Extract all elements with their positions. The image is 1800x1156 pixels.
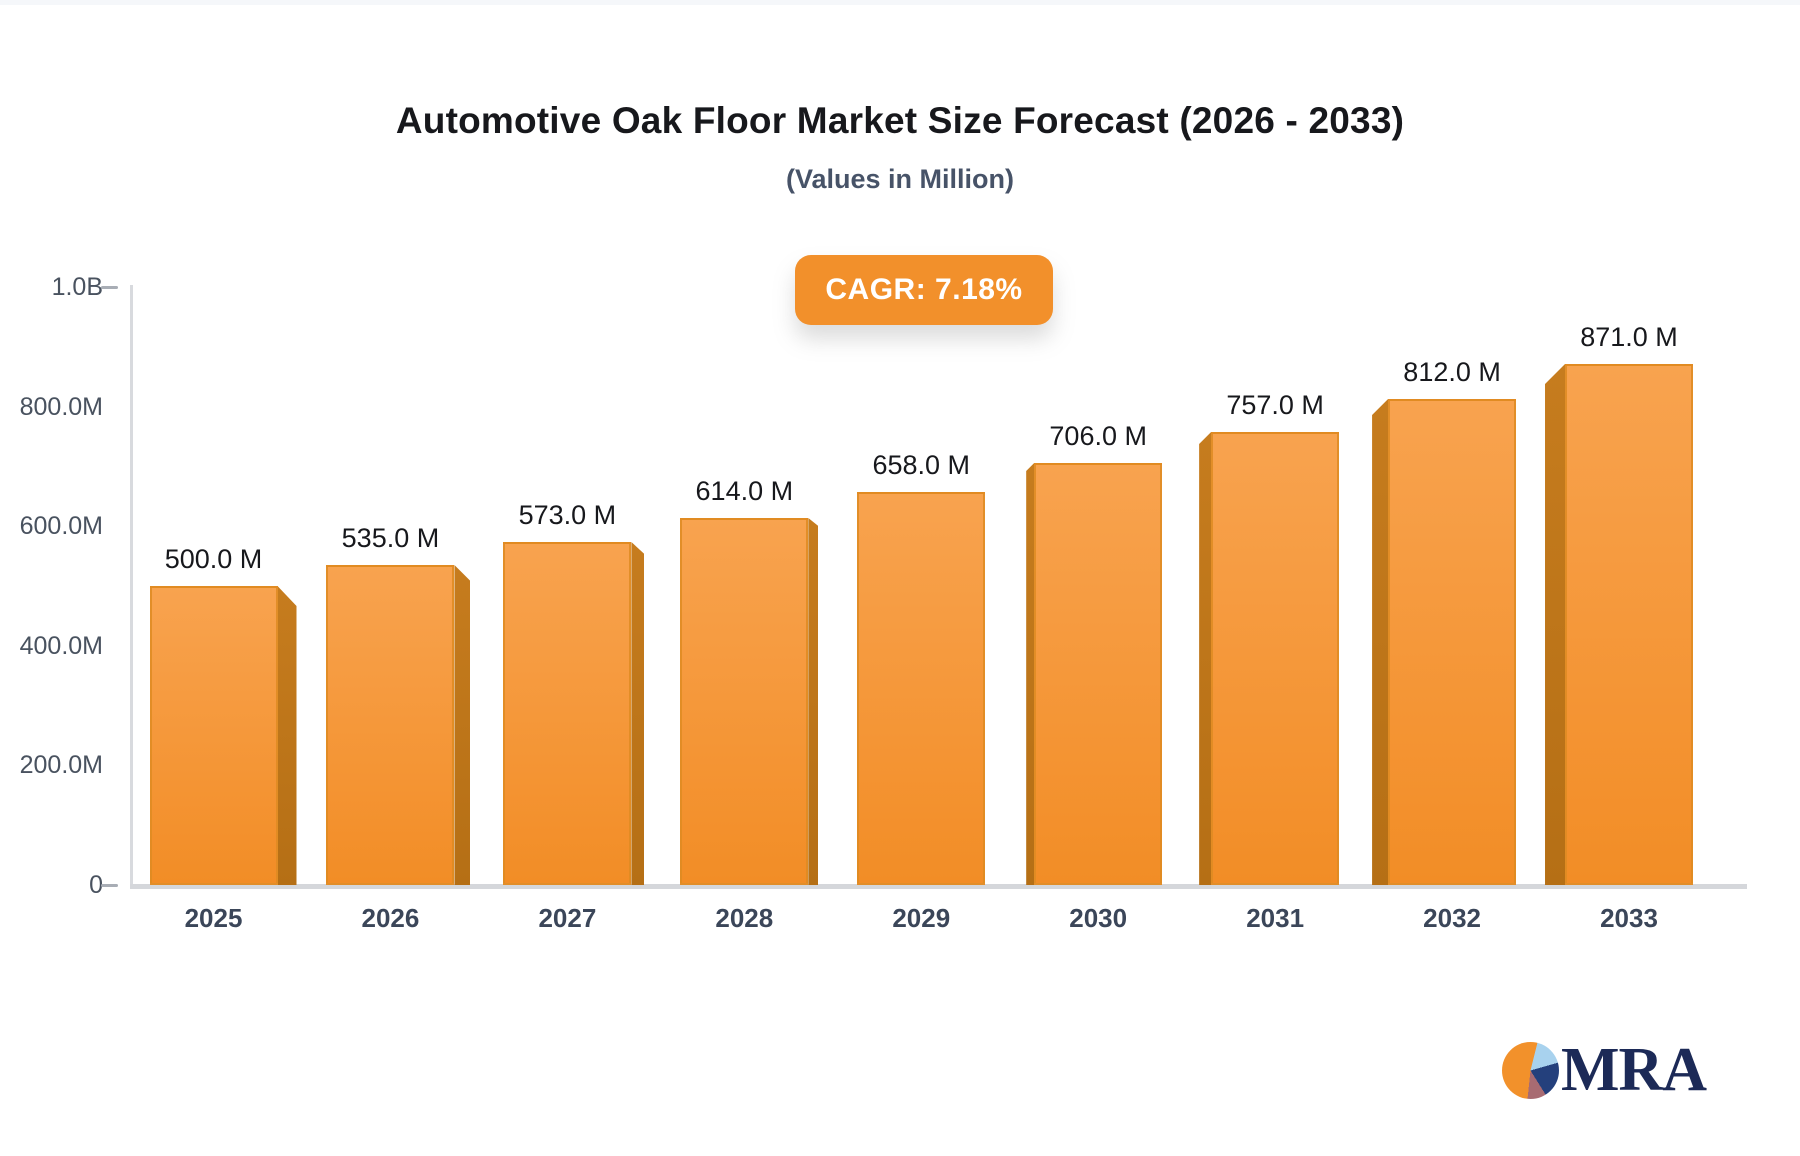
cagr-badge: CAGR: 7.18% (795, 255, 1053, 325)
y-axis-tick-dash (101, 883, 118, 887)
bar-3d-side (808, 518, 819, 885)
brand-logo: MRA (1502, 1036, 1707, 1104)
y-axis-tick-label: 600.0M (19, 512, 103, 541)
bar-value-label: 658.0 M (872, 450, 971, 480)
bar-value-label: 500.0 M (164, 544, 263, 574)
bar-value-label: 535.0 M (341, 523, 440, 553)
bar-3d-side (1372, 399, 1389, 885)
y-axis-tick-label: 200.0M (19, 751, 103, 780)
bar-2026[interactable] (326, 565, 455, 885)
x-axis-label-2033: 2033 (1600, 903, 1658, 933)
x-axis-label-2031: 2031 (1246, 903, 1305, 933)
logo-pie-icon (1502, 1041, 1559, 1099)
bar-value-label: 614.0 M (695, 476, 794, 506)
x-axis-label-2028: 2028 (715, 903, 774, 933)
bar-3d-side (631, 542, 645, 885)
y-axis-tick-label: 1.0B (51, 273, 103, 301)
x-axis-baseline (130, 884, 1747, 889)
x-axis-label-2030: 2030 (1069, 903, 1128, 933)
x-axis-label-2026: 2026 (361, 903, 420, 933)
cagr-badge-label: CAGR: 7.18% (825, 273, 1023, 306)
bar-2027[interactable] (503, 542, 632, 885)
bar-2028[interactable] (680, 518, 809, 885)
page-top-strip (0, 0, 1800, 5)
y-axis-line (130, 285, 133, 889)
bar-value-label: 757.0 M (1226, 390, 1324, 420)
bar-3d-side (1199, 432, 1212, 885)
bar-2025[interactable] (149, 586, 278, 885)
x-axis-label-2027: 2027 (538, 903, 597, 933)
chart-title: Automotive Oak Floor Market Size Forecas… (395, 100, 1405, 141)
x-axis-label-2025: 2025 (184, 903, 243, 933)
y-axis-tick-label: 800.0M (19, 392, 103, 421)
y-axis-tick-dash (101, 285, 118, 289)
x-axis-label-2029: 2029 (892, 903, 951, 933)
x-axis-label-2032: 2032 (1423, 903, 1481, 933)
bar-3d-side (454, 565, 471, 885)
bar-value-label: 871.0 M (1580, 322, 1678, 352)
bar-3d-side (1026, 463, 1035, 885)
bar-3d-side (277, 586, 297, 885)
bar-3d-side (1545, 364, 1566, 885)
bar-2031[interactable] (1211, 432, 1340, 885)
y-axis-tick-label: 0 (89, 871, 103, 899)
bar-2030[interactable] (1034, 463, 1163, 885)
bar-2029[interactable] (857, 492, 986, 885)
bar-value-label: 812.0 M (1403, 357, 1501, 387)
bar-2033[interactable] (1565, 364, 1694, 885)
bar-2032[interactable] (1388, 399, 1517, 885)
chart-subtitle: (Values in Million) (785, 164, 1015, 194)
y-axis-tick-label: 400.0M (19, 631, 103, 660)
bar-value-label: 706.0 M (1049, 421, 1147, 451)
bar-value-label: 573.0 M (518, 500, 617, 530)
logo-text: MRA (1561, 1036, 1707, 1104)
